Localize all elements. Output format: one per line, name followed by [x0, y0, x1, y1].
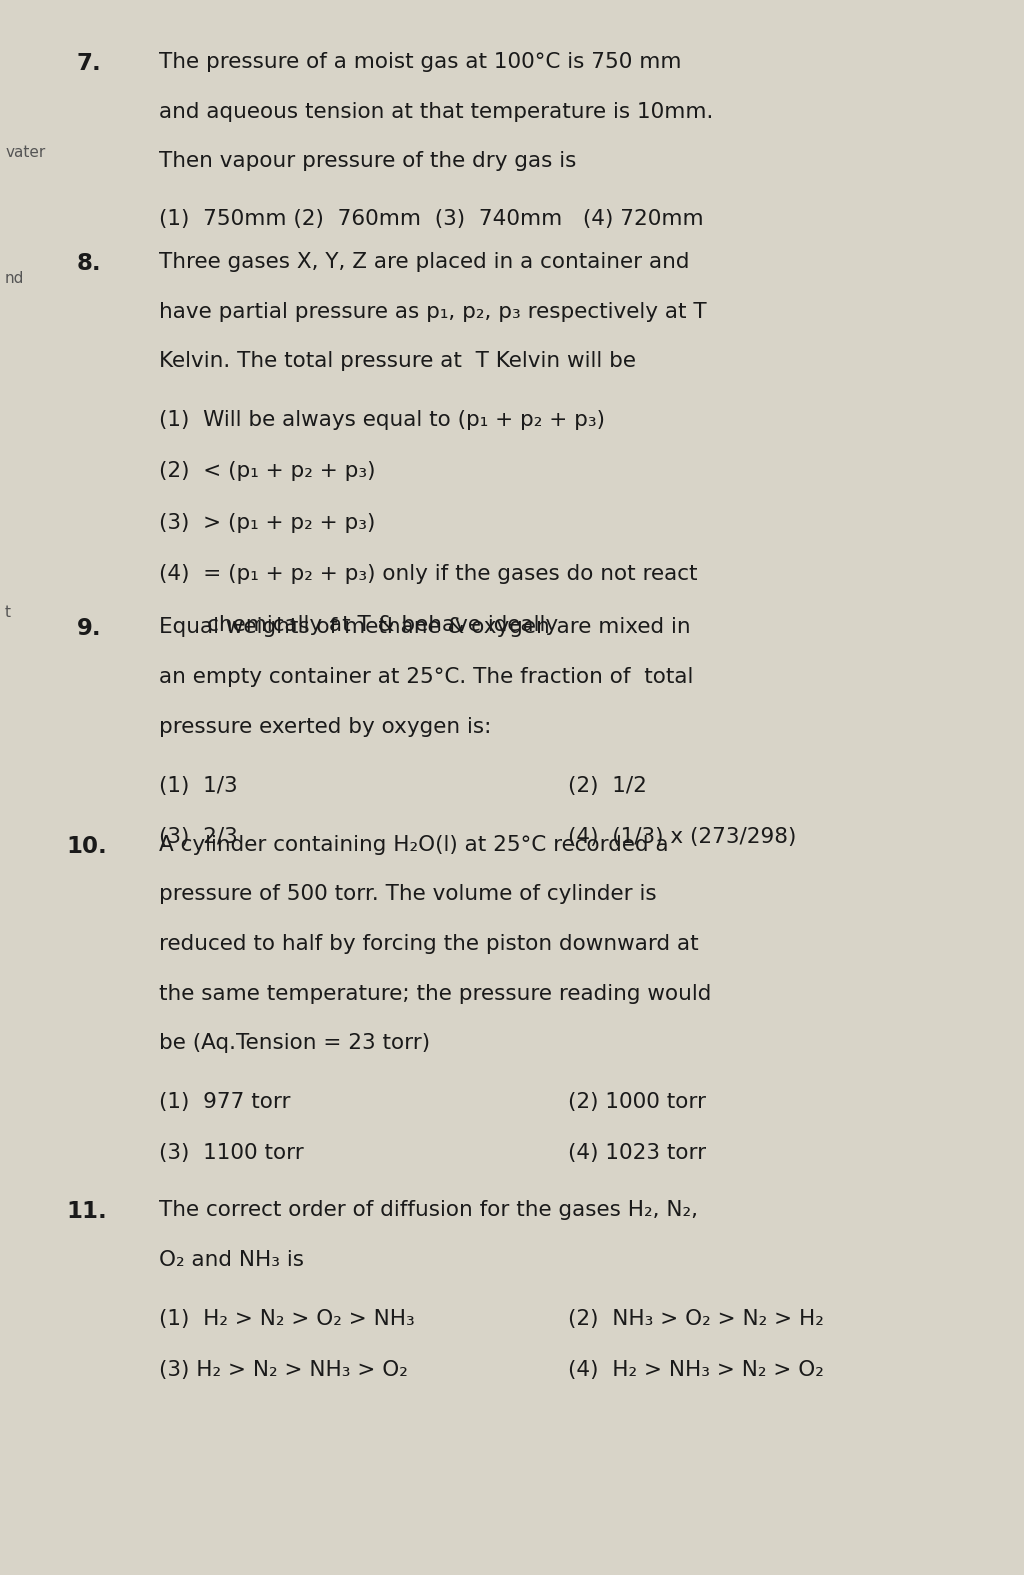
Text: The correct order of diffusion for the gases H₂, N₂,: The correct order of diffusion for the g…: [159, 1200, 697, 1221]
Text: 10.: 10.: [67, 835, 108, 858]
Text: (3)  2/3: (3) 2/3: [159, 827, 238, 847]
Text: pressure exerted by oxygen is:: pressure exerted by oxygen is:: [159, 717, 492, 737]
Text: 8.: 8.: [77, 252, 101, 276]
Text: pressure of 500 torr. The volume of cylinder is: pressure of 500 torr. The volume of cyli…: [159, 885, 656, 904]
Text: the same temperature; the pressure reading would: the same temperature; the pressure readi…: [159, 983, 711, 1003]
Text: (1)  H₂ > N₂ > O₂ > NH₃: (1) H₂ > N₂ > O₂ > NH₃: [159, 1309, 415, 1329]
Text: 7.: 7.: [77, 52, 101, 76]
Text: have partial pressure as p₁, p₂, p₃ respectively at T: have partial pressure as p₁, p₂, p₃ resp…: [159, 302, 707, 321]
Text: vater: vater: [5, 145, 45, 161]
Text: (4)  H₂ > NH₃ > N₂ > O₂: (4) H₂ > NH₃ > N₂ > O₂: [568, 1361, 824, 1380]
Text: Equal weights of methane & oxygen are mixed in: Equal weights of methane & oxygen are mi…: [159, 617, 690, 638]
Text: (3) H₂ > N₂ > NH₃ > O₂: (3) H₂ > N₂ > NH₃ > O₂: [159, 1361, 408, 1380]
Text: (3)  1100 torr: (3) 1100 torr: [159, 1143, 303, 1164]
Text: (1)  Will be always equal to (p₁ + p₂ + p₃): (1) Will be always equal to (p₁ + p₂ + p…: [159, 411, 605, 430]
Text: Kelvin. The total pressure at  T Kelvin will be: Kelvin. The total pressure at T Kelvin w…: [159, 351, 636, 372]
Text: 9.: 9.: [77, 617, 101, 641]
Text: (1)  750mm (2)  760mm  (3)  740mm   (4) 720mm: (1) 750mm (2) 760mm (3) 740mm (4) 720mm: [159, 208, 703, 228]
Text: (2) 1000 torr: (2) 1000 torr: [568, 1093, 707, 1112]
Text: (4)  (1/3) x (273/298): (4) (1/3) x (273/298): [568, 827, 797, 847]
Text: (1)  1/3: (1) 1/3: [159, 776, 238, 795]
Text: t: t: [5, 605, 11, 621]
Text: (4) 1023 torr: (4) 1023 torr: [568, 1143, 707, 1164]
Text: chemically at T & behave ideally: chemically at T & behave ideally: [159, 616, 558, 635]
Text: an empty container at 25°C. The fraction of  total: an empty container at 25°C. The fraction…: [159, 668, 693, 687]
Text: O₂ and NH₃ is: O₂ and NH₃ is: [159, 1251, 304, 1269]
Text: A cylinder containing H₂O(l) at 25°C recorded a: A cylinder containing H₂O(l) at 25°C rec…: [159, 835, 669, 855]
Text: Three gases X, Y, Z are placed in a container and: Three gases X, Y, Z are placed in a cont…: [159, 252, 689, 272]
Text: (1)  977 torr: (1) 977 torr: [159, 1093, 290, 1112]
Text: (2)  < (p₁ + p₂ + p₃): (2) < (p₁ + p₂ + p₃): [159, 461, 375, 482]
Text: 11.: 11.: [67, 1200, 108, 1224]
Text: (2)  NH₃ > O₂ > N₂ > H₂: (2) NH₃ > O₂ > N₂ > H₂: [568, 1309, 824, 1329]
Text: (4)  = (p₁ + p₂ + p₃) only if the gases do not react: (4) = (p₁ + p₂ + p₃) only if the gases d…: [159, 564, 697, 584]
Text: nd: nd: [5, 271, 25, 287]
Text: reduced to half by forcing the piston downward at: reduced to half by forcing the piston do…: [159, 934, 698, 954]
Text: (3)  > (p₁ + p₂ + p₃): (3) > (p₁ + p₂ + p₃): [159, 513, 375, 532]
Text: be (Aq.Tension = 23 torr): be (Aq.Tension = 23 torr): [159, 1033, 430, 1054]
Text: and aqueous tension at that temperature is 10mm.: and aqueous tension at that temperature …: [159, 102, 713, 121]
Text: (2)  1/2: (2) 1/2: [568, 776, 647, 795]
Text: The pressure of a moist gas at 100°C is 750 mm: The pressure of a moist gas at 100°C is …: [159, 52, 681, 72]
Text: Then vapour pressure of the dry gas is: Then vapour pressure of the dry gas is: [159, 151, 577, 172]
